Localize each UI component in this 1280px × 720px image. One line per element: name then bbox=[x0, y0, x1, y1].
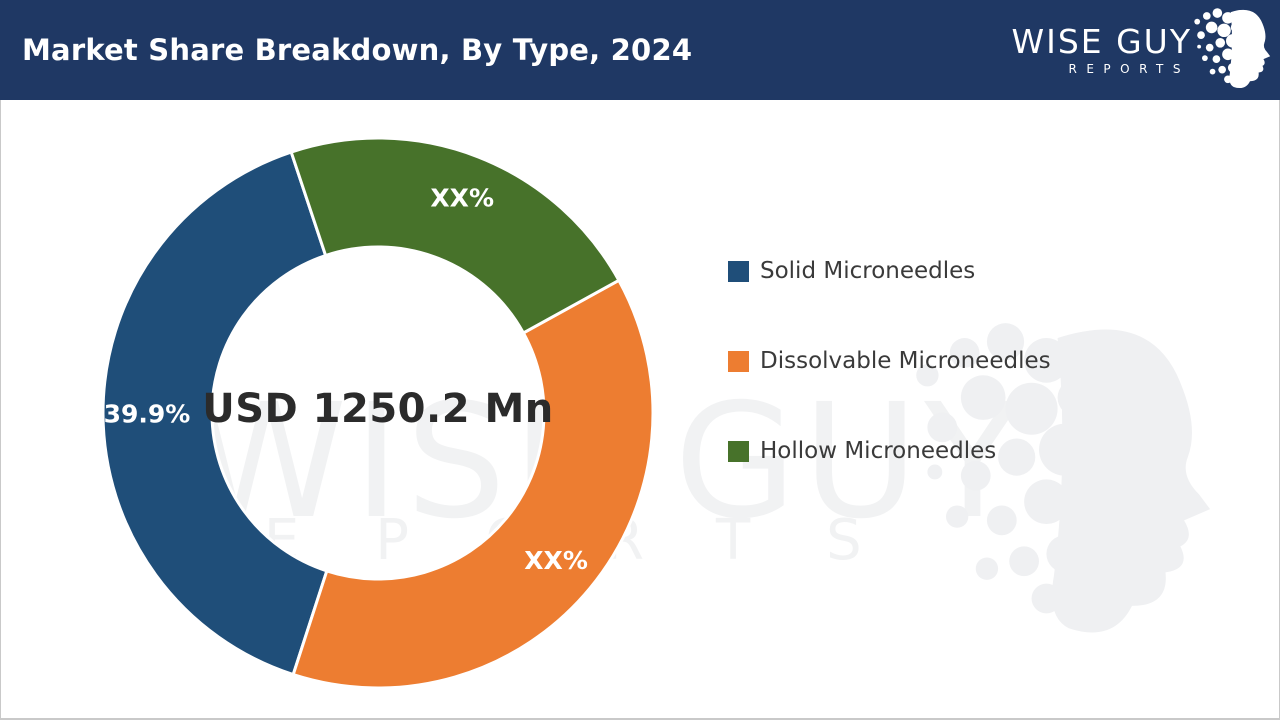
donut-slice-hollow-microneedles bbox=[289, 136, 621, 335]
legend-item-dissolvable-microneedles: Dissolvable Microneedles bbox=[728, 348, 1051, 374]
donut-slice-solid-microneedles bbox=[101, 150, 329, 677]
donut-chart: 39.9% XX% XX% bbox=[101, 136, 655, 690]
donut-slice-dissolvable-microneedles bbox=[291, 278, 655, 690]
slice-percentage-label: XX% bbox=[430, 184, 494, 213]
page-title: Market Share Breakdown, By Type, 2024 bbox=[22, 33, 693, 67]
legend-label-hollow: Hollow Microneedles bbox=[760, 438, 997, 464]
legend-swatch-solid bbox=[728, 260, 749, 282]
donut-center-value: USD 1250.2 Mn bbox=[202, 386, 554, 432]
legend-item-hollow-microneedles: Hollow Microneedles bbox=[728, 438, 996, 464]
legend-swatch-hollow bbox=[728, 440, 749, 462]
wiseguy-logo: WISE GUY REPORTS bbox=[1011, 4, 1274, 96]
legend-label-solid: Solid Microneedles bbox=[760, 258, 976, 284]
legend-item-solid-microneedles: Solid Microneedles bbox=[728, 258, 975, 284]
legend-swatch-dissolvable bbox=[728, 350, 749, 372]
header-bar: Market Share Breakdown, By Type, 2024 WI… bbox=[0, 0, 1280, 100]
legend-label-dissolvable: Dissolvable Microneedles bbox=[760, 348, 1051, 374]
logo-sub-text: REPORTS bbox=[1068, 61, 1190, 76]
slice-percentage-label: XX% bbox=[524, 546, 588, 575]
logo-brand-text: WISE GUY bbox=[1011, 21, 1192, 61]
slice-percentage-label: 39.9% bbox=[104, 400, 191, 429]
watermark-head-icon bbox=[916, 323, 1211, 633]
logo-head-icon bbox=[1194, 8, 1271, 89]
